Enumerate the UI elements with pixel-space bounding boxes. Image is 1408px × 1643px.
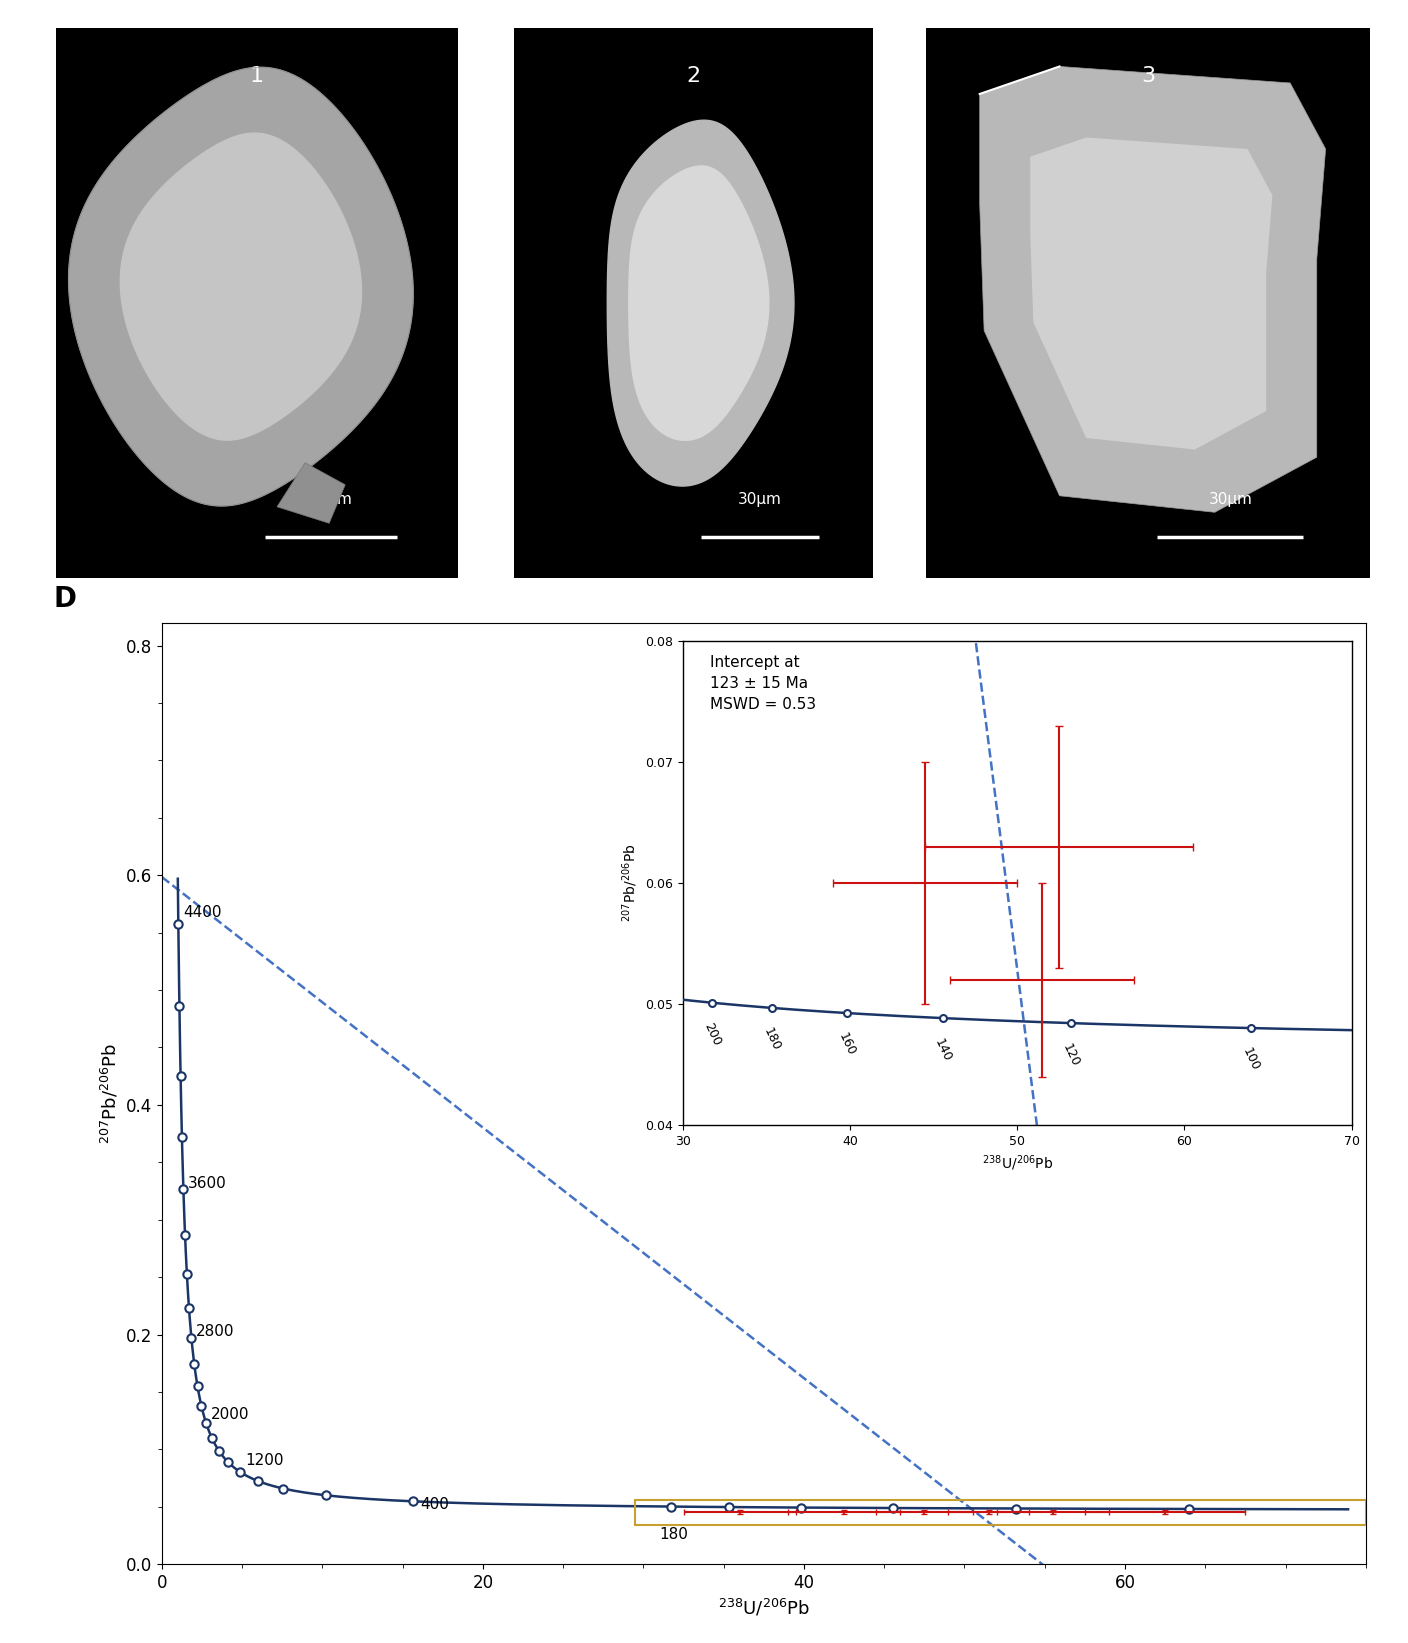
Text: 3600: 3600 xyxy=(189,1176,227,1191)
Y-axis label: $^{207}$Pb/$^{206}$Pb: $^{207}$Pb/$^{206}$Pb xyxy=(99,1043,120,1144)
Polygon shape xyxy=(629,166,769,440)
Text: 2: 2 xyxy=(686,66,701,87)
Polygon shape xyxy=(607,120,794,486)
X-axis label: $^{238}$U/$^{206}$Pb: $^{238}$U/$^{206}$Pb xyxy=(981,1153,1053,1173)
Polygon shape xyxy=(1031,138,1273,450)
Text: 100: 100 xyxy=(1240,1047,1262,1073)
Text: Intercept at
123 ± 15 Ma
MSWD = 0.53: Intercept at 123 ± 15 Ma MSWD = 0.53 xyxy=(710,656,815,713)
Text: C: C xyxy=(900,0,921,7)
Text: 140: 140 xyxy=(932,1037,953,1063)
Text: 30μm: 30μm xyxy=(738,491,781,506)
Text: 4400: 4400 xyxy=(183,905,221,920)
Text: 120: 120 xyxy=(1060,1042,1083,1068)
Text: 160: 160 xyxy=(836,1032,857,1058)
Polygon shape xyxy=(69,67,413,506)
Text: 1: 1 xyxy=(249,66,265,87)
Y-axis label: $^{207}$Pb/$^{206}$Pb: $^{207}$Pb/$^{206}$Pb xyxy=(620,845,639,922)
Polygon shape xyxy=(980,66,1326,513)
Text: 30μm: 30μm xyxy=(310,491,353,506)
Text: 400: 400 xyxy=(421,1497,449,1512)
Text: 2800: 2800 xyxy=(196,1324,235,1339)
Text: D: D xyxy=(54,585,76,613)
Text: A: A xyxy=(32,0,54,7)
Text: 2000: 2000 xyxy=(211,1408,249,1423)
Text: 1200: 1200 xyxy=(245,1452,283,1469)
Text: 30μm: 30μm xyxy=(1208,491,1252,506)
Text: B: B xyxy=(493,0,514,7)
Bar xyxy=(635,1500,1366,1525)
Text: 200: 200 xyxy=(701,1020,722,1048)
Polygon shape xyxy=(277,463,345,522)
Text: 180: 180 xyxy=(760,1027,783,1053)
Text: 180: 180 xyxy=(659,1528,689,1543)
X-axis label: $^{238}$U/$^{206}$Pb: $^{238}$U/$^{206}$Pb xyxy=(718,1597,810,1618)
Polygon shape xyxy=(120,133,362,440)
Text: 3: 3 xyxy=(1140,66,1156,87)
